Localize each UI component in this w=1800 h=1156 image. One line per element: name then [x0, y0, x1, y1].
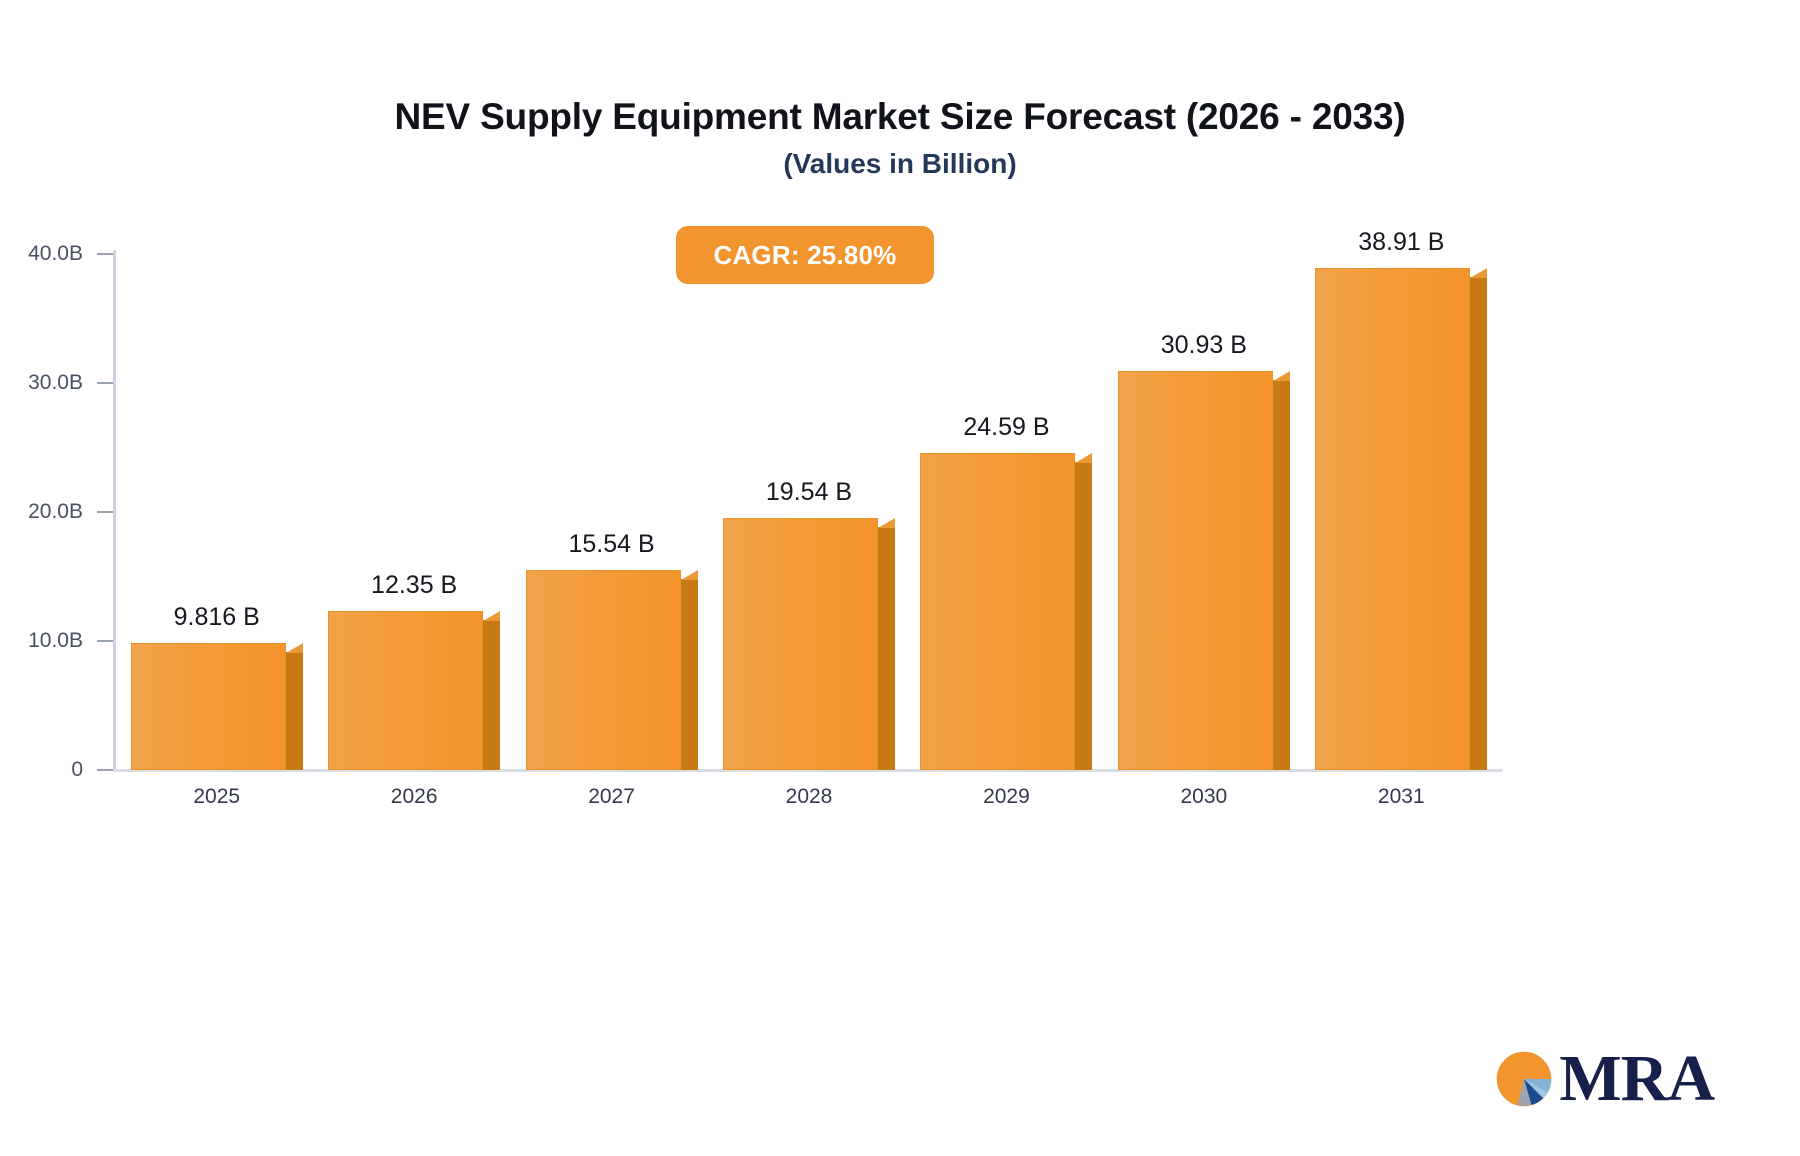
bar-front-face	[328, 611, 483, 770]
x-axis-tick-label: 2026	[390, 785, 438, 808]
y-axis-tick: 10.0B	[28, 629, 113, 653]
y-axis-tick-mark	[97, 511, 113, 513]
y-axis-tick-mark	[97, 382, 113, 384]
bar-column	[723, 518, 895, 770]
bar-top-face	[483, 611, 500, 621]
x-axis-tick-label: 2029	[983, 785, 1030, 808]
brand-logo: MRA	[1493, 1042, 1715, 1115]
bar-top-face	[1470, 268, 1487, 278]
x-axis-line	[113, 769, 1503, 772]
bar-column	[526, 570, 698, 770]
brand-logo-text: MRA	[1559, 1042, 1715, 1115]
bar-value-label: 19.54 B	[765, 478, 853, 506]
cagr-badge-label: CAGR: 25.80%	[713, 239, 897, 270]
bar-value-label: 15.54 B	[568, 530, 655, 558]
bar-value-label: 24.59 B	[963, 413, 1050, 441]
y-axis-tick-labels: 40.0B 30.0B 20.0B 10.0B 0	[0, 0, 113, 1156]
y-axis-tick: 30.0B	[28, 371, 113, 395]
y-axis-tick: 40.0B	[28, 242, 113, 266]
bar-value-label: 9.816 B	[173, 603, 260, 631]
bar-side-face	[681, 579, 698, 770]
bar-column	[920, 453, 1092, 770]
y-axis-tick-mark	[97, 253, 113, 255]
x-axis-tick-label: 2030	[1180, 785, 1228, 808]
y-axis-tick-label: 30.0B	[28, 371, 83, 394]
bar-top-face	[1075, 453, 1092, 463]
y-axis-tick: 20.0B	[28, 500, 113, 524]
y-axis-tick-label: 10.0B	[28, 629, 83, 652]
bar-front-face	[131, 643, 286, 770]
bar-side-face	[1273, 380, 1290, 770]
bar-side-face	[878, 527, 895, 770]
pie-chart-logo-icon	[1497, 1051, 1552, 1107]
bar-value-label: 12.35 B	[371, 571, 458, 599]
y-axis-tick-mark	[97, 769, 113, 771]
chart-subtitle: (Values in Billion)	[783, 148, 1017, 179]
bar-column	[1118, 371, 1290, 770]
bar-top-face	[878, 518, 895, 528]
y-axis-line	[113, 250, 116, 772]
bar-value-label: 30.93 B	[1160, 331, 1247, 359]
bar-front-face	[1315, 268, 1470, 770]
x-axis-tick-label: 2025	[193, 785, 241, 808]
bar-value-label: 38.91 B	[1358, 228, 1445, 256]
y-axis-tick-label: 20.0B	[28, 500, 83, 523]
bar-top-face	[681, 570, 698, 580]
bar-front-face	[723, 518, 878, 770]
x-axis-tick-label: 2031	[1377, 785, 1425, 808]
cagr-badge: CAGR: 25.80%	[676, 226, 934, 284]
y-axis-tick: 0	[71, 758, 113, 782]
bar-side-face	[286, 652, 303, 770]
bar-side-face	[1470, 277, 1487, 770]
y-axis-tick-label: 0	[71, 758, 83, 781]
bar-top-face	[286, 643, 303, 653]
y-axis-tick-label: 40.0B	[28, 242, 83, 265]
x-axis-tick-label: 2027	[588, 785, 635, 808]
bar-front-face	[526, 570, 681, 770]
bar-front-face	[920, 453, 1075, 770]
bar-side-face	[483, 620, 500, 770]
bar-column	[131, 643, 303, 770]
bar-front-face	[1118, 371, 1273, 770]
bar-side-face	[1075, 462, 1092, 770]
chart-title: NEV Supply Equipment Market Size Forecas…	[394, 96, 1406, 137]
x-axis-tick-label: 2028	[785, 785, 833, 808]
bar-top-face	[1273, 371, 1290, 381]
y-axis-tick-mark	[97, 640, 113, 642]
bar-column	[1315, 268, 1487, 770]
bar-column	[328, 611, 500, 770]
